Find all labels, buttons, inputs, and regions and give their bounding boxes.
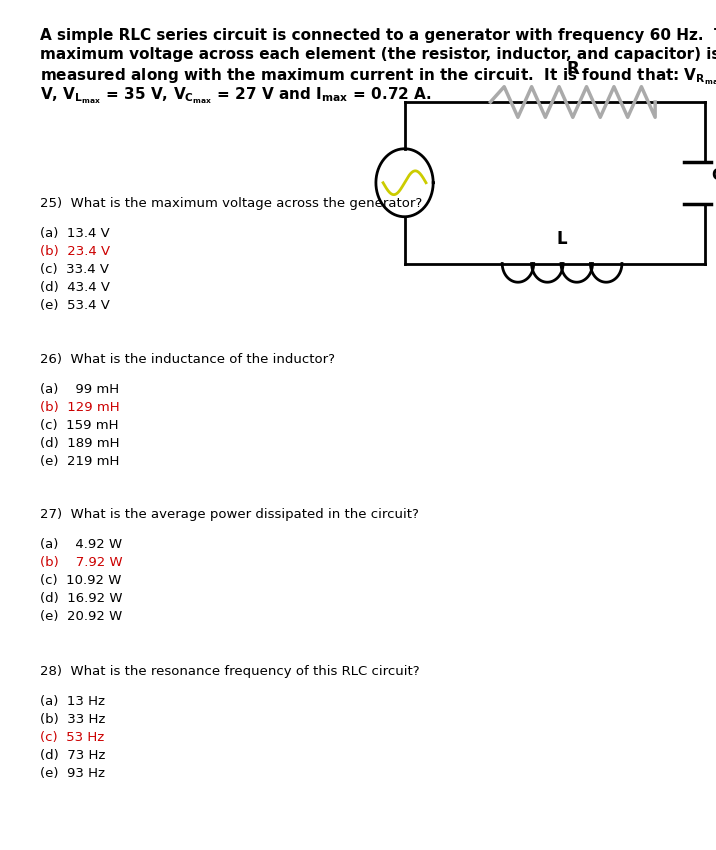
Text: maximum voltage across each element (the resistor, inductor, and capacitor) is: maximum voltage across each element (the…	[40, 47, 716, 62]
Text: (b)    7.92 W: (b) 7.92 W	[40, 556, 122, 569]
Text: (e)  219 mH: (e) 219 mH	[40, 455, 120, 468]
Text: (c)  53 Hz: (c) 53 Hz	[40, 731, 105, 744]
Text: (d)  16.92 W: (d) 16.92 W	[40, 592, 122, 605]
Text: (d)  43.4 V: (d) 43.4 V	[40, 281, 110, 294]
Text: C: C	[711, 168, 716, 184]
Text: L: L	[557, 230, 567, 248]
Text: 28)  What is the resonance frequency of this RLC circuit?: 28) What is the resonance frequency of t…	[40, 665, 420, 678]
Text: (e)  20.92 W: (e) 20.92 W	[40, 610, 122, 623]
Text: V, $\mathbf{V_{L_{max}}}$ = 35 V, $\mathbf{V_{C_{max}}}$ = 27 V and $\mathbf{I_{: V, $\mathbf{V_{L_{max}}}$ = 35 V, $\math…	[40, 85, 432, 105]
Text: (e)  93 Hz: (e) 93 Hz	[40, 767, 105, 780]
Text: R: R	[566, 60, 579, 78]
Text: (a)  13 Hz: (a) 13 Hz	[40, 695, 105, 708]
Text: (d)  73 Hz: (d) 73 Hz	[40, 749, 105, 762]
Text: 26)  What is the inductance of the inductor?: 26) What is the inductance of the induct…	[40, 353, 335, 366]
Text: (a)  13.4 V: (a) 13.4 V	[40, 227, 110, 240]
Text: (c)  10.92 W: (c) 10.92 W	[40, 574, 122, 587]
Text: (c)  159 mH: (c) 159 mH	[40, 419, 119, 432]
Text: 27)  What is the average power dissipated in the circuit?: 27) What is the average power dissipated…	[40, 508, 419, 521]
Text: (a)    99 mH: (a) 99 mH	[40, 383, 119, 396]
Text: (a)    4.92 W: (a) 4.92 W	[40, 538, 122, 551]
Text: (b)  33 Hz: (b) 33 Hz	[40, 713, 105, 726]
Text: (d)  189 mH: (d) 189 mH	[40, 437, 120, 450]
Text: (b)  129 mH: (b) 129 mH	[40, 401, 120, 414]
Text: A simple RLC series circuit is connected to a generator with frequency 60 Hz.  T: A simple RLC series circuit is connected…	[40, 28, 716, 43]
Text: 25)  What is the maximum voltage across the generator?: 25) What is the maximum voltage across t…	[40, 197, 422, 210]
Text: (e)  53.4 V: (e) 53.4 V	[40, 299, 110, 312]
Text: (b)  23.4 V: (b) 23.4 V	[40, 245, 110, 258]
Text: (c)  33.4 V: (c) 33.4 V	[40, 263, 109, 276]
Text: measured along with the maximum current in the circuit.  It is found that: $\mat: measured along with the maximum current …	[40, 66, 716, 87]
